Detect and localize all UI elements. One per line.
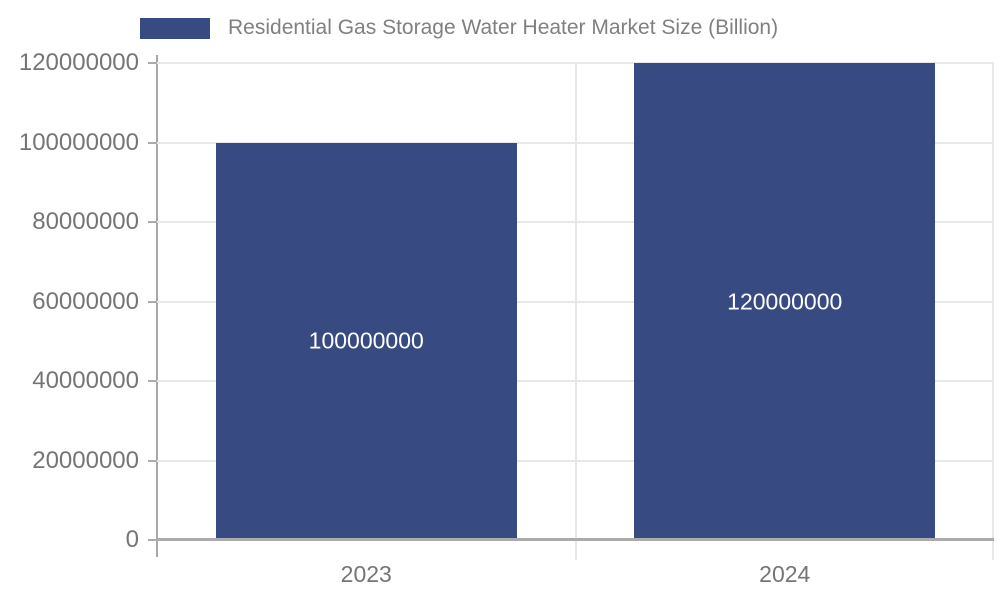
plot-area: 100000000 120000000	[157, 62, 994, 560]
y-tick-mark	[148, 539, 157, 541]
y-tick-label: 80000000	[32, 208, 139, 235]
y-tick-mark	[148, 459, 157, 462]
x-tick-label: 2024	[759, 561, 811, 587]
y-tick-mark	[148, 141, 157, 144]
y-tick-mark	[148, 62, 157, 64]
gridline	[157, 300, 994, 303]
gridline	[157, 141, 994, 144]
vertical-gridline	[575, 63, 577, 560]
y-tick-label: 40000000	[32, 367, 139, 394]
legend[interactable]: Residential Gas Storage Water Heater Mar…	[140, 16, 778, 40]
gridline	[157, 62, 994, 64]
legend-swatch	[140, 17, 210, 39]
y-axis-tick-labels: 0 20000000 40000000 60000000 80000000 1000000…	[0, 0, 139, 600]
y-tick-label: 100000000	[18, 128, 139, 156]
x-tick-label: 2023	[340, 561, 392, 587]
bar-value-label: 100000000	[308, 327, 424, 354]
y-tick-label: 0	[125, 526, 139, 553]
y-tick-mark	[148, 221, 157, 223]
bar-value-label: 120000000	[727, 288, 843, 314]
gridline	[157, 221, 994, 223]
y-tick-mark	[148, 300, 157, 303]
legend-label: Residential Gas Storage Water Heater Mar…	[228, 16, 779, 39]
y-axis-line	[156, 55, 158, 557]
y-tick-label: 20000000	[32, 446, 139, 474]
y-tick-label: 60000000	[32, 287, 139, 315]
bar-2023: 100000000	[215, 142, 517, 540]
y-tick-label: 120000000	[18, 49, 139, 76]
gridline	[157, 459, 994, 462]
bar-2024: 120000000	[634, 63, 936, 540]
plot-right-border	[992, 63, 994, 560]
y-tick-mark	[148, 380, 157, 382]
x-axis-line	[157, 538, 994, 541]
gridline	[157, 380, 994, 382]
